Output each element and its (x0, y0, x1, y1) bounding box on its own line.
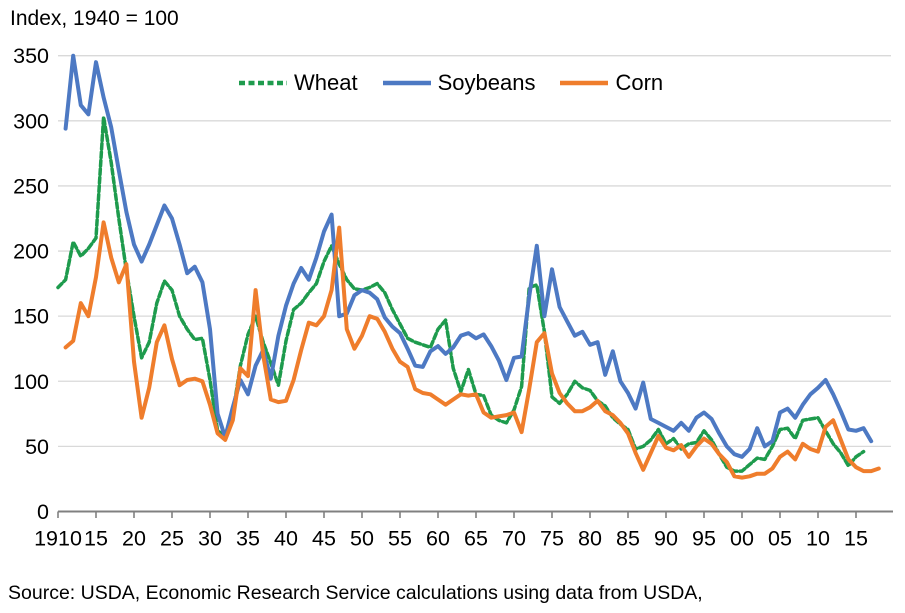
legend-label-wheat: Wheat (294, 70, 358, 95)
y-axis-label: 150 (13, 305, 49, 329)
legend-item-soybeans: Soybeans (382, 70, 536, 96)
series-line-soybeans (63, 53, 874, 459)
y-axis-label: 300 (13, 109, 49, 133)
x-axis-label: 05 (768, 527, 792, 551)
x-axis-label: 70 (502, 527, 526, 551)
x-axis-label: 10 (806, 527, 830, 551)
x-axis-label: 50 (350, 527, 374, 551)
x-axis-label: 15 (844, 527, 868, 551)
y-axis-label: 250 (13, 174, 49, 198)
x-axis-label: 40 (274, 527, 298, 551)
x-axis-label: 75 (540, 527, 564, 551)
legend-item-corn: Corn (559, 70, 663, 96)
x-axis-label: 60 (426, 527, 450, 551)
x-axis-label: 35 (236, 527, 260, 551)
y-axis-label: 0 (37, 500, 49, 524)
legend-label-corn: Corn (615, 70, 664, 95)
corn-line-swatch-icon (560, 80, 609, 86)
chart-legend: Wheat Soybeans Corn (238, 70, 663, 96)
y-axis-label: 100 (13, 370, 49, 394)
x-axis-label: 45 (312, 527, 336, 551)
x-axis-label: 85 (616, 527, 640, 551)
x-axis-label: 00 (730, 527, 754, 551)
x-axis-label: 65 (464, 527, 488, 551)
x-axis-label: 90 (654, 527, 678, 551)
x-axis-label: 25 (160, 527, 184, 551)
x-axis-label: 55 (388, 527, 412, 551)
legend-item-wheat: Wheat (238, 70, 358, 96)
series-line-wheat (56, 115, 866, 473)
y-axis-label: 200 (13, 240, 49, 264)
x-axis-label: 80 (578, 527, 602, 551)
x-axis-label: 15 (84, 527, 108, 551)
legend-label-soybeans: Soybeans (437, 70, 536, 95)
x-axis-label: 30 (198, 527, 222, 551)
soybeans-line-swatch-icon (382, 80, 431, 86)
y-axis-label: 50 (25, 435, 49, 459)
x-axis-label: 20 (122, 527, 146, 551)
source-note: Source: USDA, Economic Research Service … (8, 582, 703, 604)
y-axis-label: 350 (13, 44, 49, 68)
x-axis-label: 95 (692, 527, 716, 551)
wheat-line-swatch-icon (239, 80, 287, 86)
x-axis-label: 1910 (34, 527, 82, 551)
series-line-corn (63, 220, 881, 480)
chart-title: Index, 1940 = 100 (10, 7, 179, 30)
